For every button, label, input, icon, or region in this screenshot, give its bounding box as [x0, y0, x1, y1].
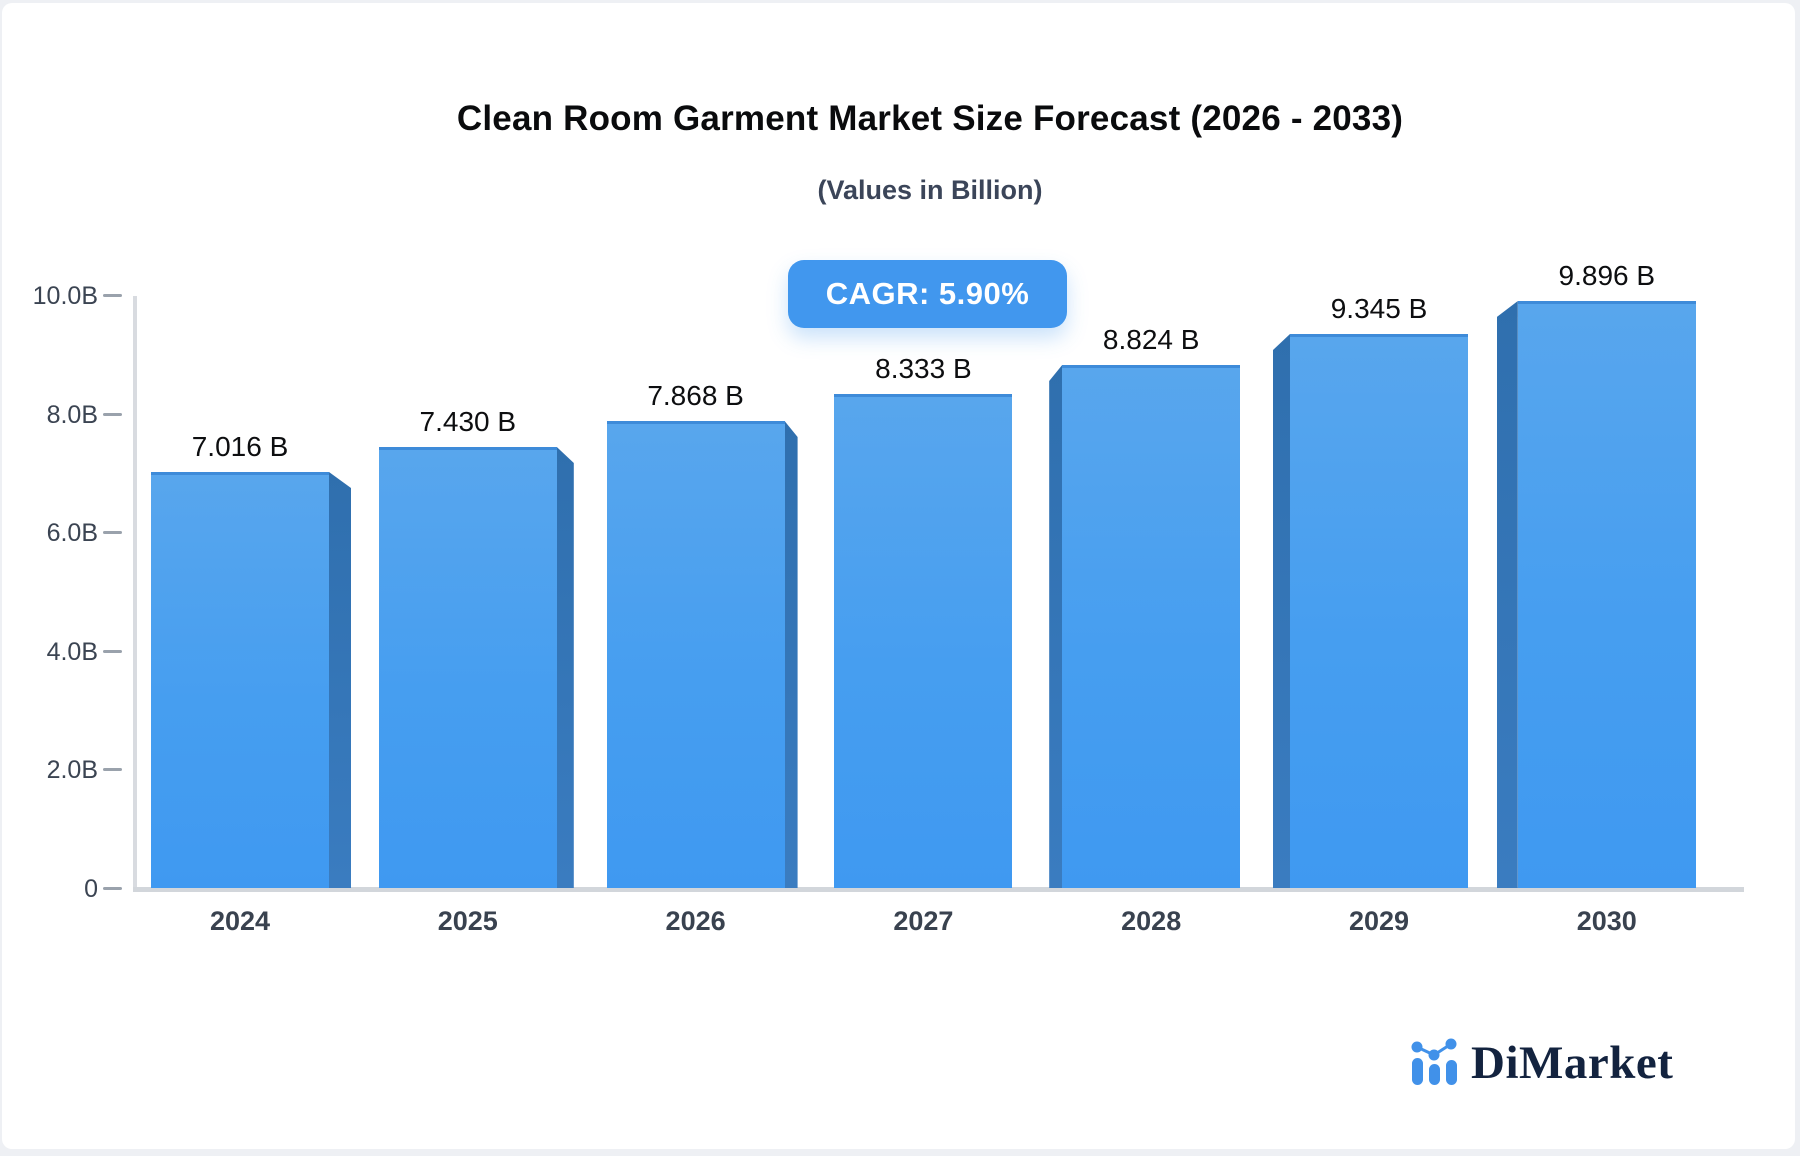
- bar-value-label: 9.345 B: [1330, 293, 1428, 324]
- chart-subtitle: (Values in Billion): [817, 175, 1043, 205]
- bar-value-label: 7.430 B: [419, 406, 517, 437]
- x-axis-label: 2029: [1348, 906, 1410, 936]
- y-tick-mark: [103, 768, 122, 772]
- y-tick-mark: [103, 294, 122, 297]
- chart-card: Clean Room Garment Market Size Forecast …: [2, 3, 1795, 1149]
- bar-value-label: 7.868 B: [647, 380, 744, 411]
- bar-3d-side: [1049, 365, 1063, 888]
- bar-2030[interactable]: 9.896 B: [1496, 260, 1696, 888]
- bar-value-label: 7.016 B: [191, 431, 289, 462]
- bar-3d-side: [1496, 301, 1518, 888]
- bar-2029[interactable]: 9.345 B: [1273, 293, 1468, 888]
- bar-face: [1062, 365, 1241, 888]
- x-axis-label: 2030: [1576, 906, 1637, 936]
- brand-name: DiMarket: [1471, 1037, 1674, 1089]
- x-axis-label: 2027: [893, 906, 954, 936]
- x-axis-baseline: [133, 887, 1744, 892]
- bar-face: [1290, 334, 1468, 888]
- bar-value-label: 8.333 B: [875, 353, 972, 384]
- x-axis-label: 2028: [1121, 906, 1182, 936]
- y-tick-mark: [103, 887, 122, 890]
- y-tick-mark: [103, 531, 122, 535]
- y-tick-label: 2.0B: [46, 756, 98, 785]
- bar-2028[interactable]: 8.824 B: [1049, 324, 1241, 888]
- bar-face: [151, 472, 329, 888]
- x-axis-label: 2024: [209, 906, 271, 936]
- y-tick-mark: [103, 412, 122, 416]
- cagr-badge: CAGR: 5.90%: [788, 260, 1067, 328]
- y-tick-label: 6.0B: [46, 519, 98, 548]
- bar-3d-side: [1273, 334, 1290, 888]
- y-tick-label: 8.0B: [46, 400, 98, 429]
- bar-3d-side: [556, 447, 574, 888]
- bar-2026[interactable]: 7.868 B: [606, 380, 798, 888]
- y-tick-label: 0: [84, 875, 98, 903]
- bar-2027[interactable]: 8.333 B: [834, 353, 1013, 888]
- x-axis-label: 2025: [437, 906, 498, 936]
- x-axis-label: 2026: [665, 906, 726, 936]
- bar-value-label: 8.824 B: [1102, 324, 1200, 355]
- bar-3d-side: [329, 472, 351, 888]
- bar-value-label: 9.896 B: [1558, 260, 1656, 291]
- brand-logo: DiMarket: [1408, 1035, 1673, 1091]
- y-tick-label: 4.0B: [46, 637, 98, 666]
- bar-face: [1517, 301, 1696, 888]
- chart-title: Clean Room Garment Market Size Forecast …: [456, 99, 1404, 138]
- bar-2024[interactable]: 7.016 B: [151, 431, 351, 888]
- y-axis-line: [133, 296, 137, 892]
- bar-face: [606, 421, 785, 888]
- y-tick-mark: [103, 649, 122, 653]
- bar-3d-side: [784, 421, 798, 888]
- bar-2025[interactable]: 7.430 B: [378, 406, 574, 888]
- bar-face: [834, 394, 1013, 888]
- y-tick-label: 10.0B: [32, 282, 98, 310]
- bar-face: [378, 447, 557, 888]
- mini-bar-line-chart-icon: [1411, 1038, 1457, 1085]
